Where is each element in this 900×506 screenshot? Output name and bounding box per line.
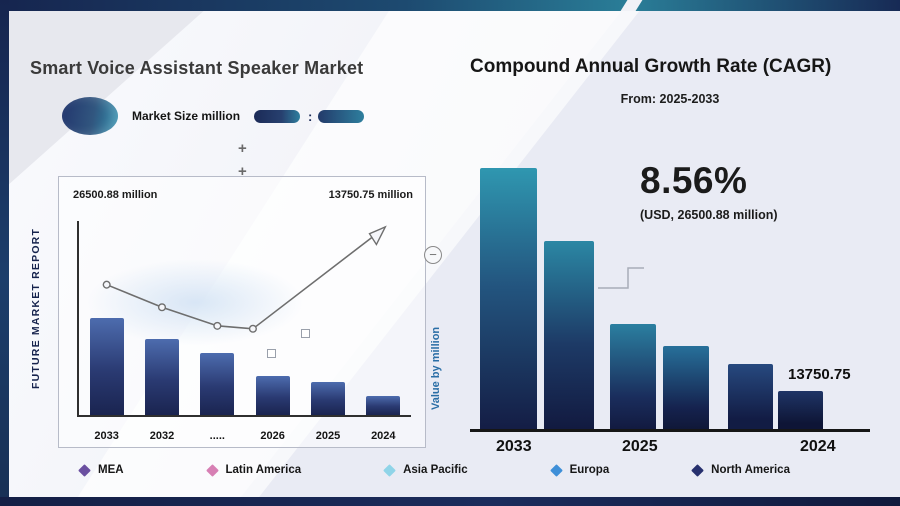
cagr-data-label: 13750.75 [788, 366, 851, 383]
square-marker-icon [267, 349, 276, 358]
left-bar-column: 2024 [356, 221, 411, 442]
left-x-label: 2026 [260, 430, 285, 442]
decorative-pill-icon [318, 109, 365, 123]
cagr-value: 8.56% [640, 160, 748, 201]
market-size-chart: 26500.88 million 13750.75 million 2033 20… [58, 176, 426, 448]
left-x-label: ..... [209, 430, 225, 442]
left-border-strip [0, 0, 9, 506]
left-bar [255, 376, 290, 415]
legend-diamond-icon [691, 463, 705, 477]
left-bar [200, 352, 235, 415]
legend-item-north-america: North America [691, 463, 790, 477]
cagr-bar [544, 240, 594, 429]
market-size-legend-label: Market Size million [132, 109, 241, 123]
left-bar [310, 382, 345, 415]
left-x-label: 2033 [94, 430, 119, 442]
max-value-label: 26500.88 million [73, 189, 158, 201]
left-bar-column: 2032 [134, 221, 189, 442]
legend-label: MEA [98, 464, 124, 476]
legend-item-latin-america: Latin America [205, 463, 302, 477]
bottom-border-strip [0, 497, 900, 506]
decorative-pill-icon [254, 109, 301, 123]
cagr-bar [610, 324, 656, 429]
left-chart-bars: 2033 2032..... 2026 2025 2024 [79, 221, 411, 442]
left-bar [144, 339, 179, 415]
cagr-bar-group [480, 160, 594, 429]
market-size-plot: 2033 2032..... 2026 2025 2024 [77, 221, 411, 442]
left-bar-column: ..... [190, 221, 245, 442]
cagr-x-label: 2033 [496, 438, 532, 455]
legend-label: Asia Pacific [403, 464, 468, 476]
left-bar-column: 2026 [245, 221, 300, 442]
legend-diamond-icon [205, 463, 219, 477]
cagr-subtitle: From: 2025-2033 [620, 92, 720, 106]
left-bar [366, 395, 401, 415]
value-axis-label: Value by million [430, 326, 442, 410]
cagr-bar [778, 391, 823, 429]
left-x-label: 2025 [315, 430, 341, 442]
legend-diamond-icon [78, 463, 91, 477]
cagr-title: Compound Annual Growth Rate (CAGR) [470, 56, 832, 77]
left-x-label: 2032 [149, 430, 175, 442]
plus-icon: + [238, 140, 247, 157]
cagr-x-label: 2024 [800, 438, 836, 455]
cagr-bar-group [728, 160, 823, 429]
future-market-report-label: FUTURE MARKET REPORT [30, 227, 42, 389]
cagr-note: (USD, 26500.88 million) [640, 208, 778, 222]
legend-label: Europa [569, 464, 610, 476]
market-title: Smart Voice Assistant Speaker Market [30, 58, 364, 78]
minus-icon: − [424, 246, 442, 264]
right-chart-groups [470, 160, 870, 432]
left-bar-column: 2033 [79, 221, 134, 442]
top-border-strip [0, 0, 900, 11]
cagr-bar [480, 168, 537, 429]
cagr-chart: 2033 2025 2024 13750.75 [470, 160, 870, 460]
legend-item-europa: Europa [549, 463, 610, 477]
min-value-label: 13750.75 million [328, 189, 413, 201]
legend-item-asia-pacific: Asia Pacific [383, 463, 468, 477]
square-marker-icon [301, 329, 310, 338]
market-size-legend: Market Size million : [62, 94, 365, 138]
legend-diamond-icon [383, 463, 396, 477]
colon-separator: : [308, 108, 313, 124]
left-bar [89, 318, 124, 415]
sphere-icon [62, 97, 118, 135]
chart-value-labels: 26500.88 million 13750.75 million [73, 189, 413, 201]
legend-label: Latin America [225, 464, 302, 476]
legend-label: North America [711, 464, 790, 476]
legend-diamond-icon [549, 463, 563, 477]
cagr-bar [728, 364, 773, 429]
cagr-bar [663, 345, 709, 429]
left-bar-column: 2025 [300, 221, 355, 442]
cagr-x-label: 2025 [622, 438, 658, 455]
plus-icon: + [238, 163, 247, 180]
legend-item-mea: MEA [78, 463, 124, 477]
region-legend: MEA Latin America Asia Pacific Europa North … [78, 463, 790, 477]
left-x-label: 2024 [371, 430, 396, 442]
cagr-bar-group [610, 160, 709, 429]
